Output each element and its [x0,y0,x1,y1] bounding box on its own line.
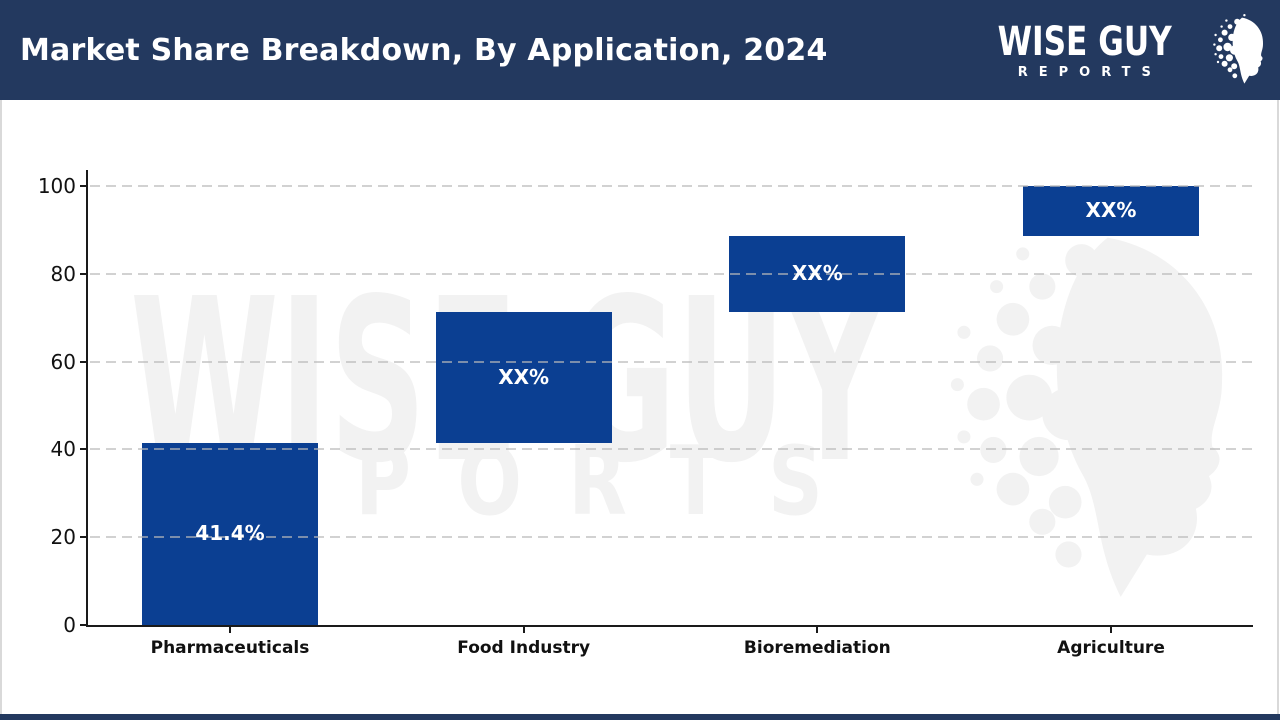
x-tick [229,626,231,633]
y-axis-label-100: 100 [37,174,76,198]
bar-value-label: XX% [1085,198,1137,223]
left-border [0,100,2,714]
y-tick [80,185,88,187]
x-tick [1110,626,1112,633]
gridline-20 [90,536,1253,539]
category-label-2: Food Industry [457,638,591,658]
y-tick [80,624,88,626]
logo-wordmark: WISE GUY [997,18,1172,65]
logo-subtext: REPORTS [1017,64,1162,80]
bar-food-industry [435,312,612,444]
y-axis-label-20: 20 [50,525,76,550]
footer-bar [0,714,1280,720]
bar-agriculture [1023,186,1199,237]
bar-value-label: XX% [498,364,550,389]
bar-pharmaceuticals [142,443,318,625]
y-axis-label-60: 60 [50,349,76,374]
y-axis-label-80: 80 [50,261,76,286]
y-tick [80,360,88,363]
gridline-60 [90,360,1253,363]
x-tick [816,626,819,633]
gridline-80 [90,272,1253,275]
y-axis-label-40: 40 [50,437,76,462]
y-axis-label-0: 0 [63,613,76,637]
gridline-40 [90,448,1253,451]
y-tick [80,536,88,539]
bar-value-label: XX% [791,261,843,286]
category-label-4: Agriculture [1057,638,1165,658]
x-axis-line [86,625,1253,627]
y-tick [80,448,88,451]
category-label-3: Bioremediation [743,638,891,658]
y-axis-line [86,170,88,627]
chart-title: Market Share Breakdown, By Application, … [20,32,828,68]
header-bar: Market Share Breakdown, By Application, … [0,0,1280,100]
logo-face-icon [1213,14,1264,84]
gridline-100 [90,185,1253,187]
bar-value-label: 41.4% [195,521,265,546]
right-border [1277,100,1279,714]
wiseguy-logo: WISE GUY REPORTS [973,0,1272,100]
category-label-1: Pharmaceuticals [150,638,310,658]
y-tick [80,272,88,275]
x-tick [522,626,525,633]
